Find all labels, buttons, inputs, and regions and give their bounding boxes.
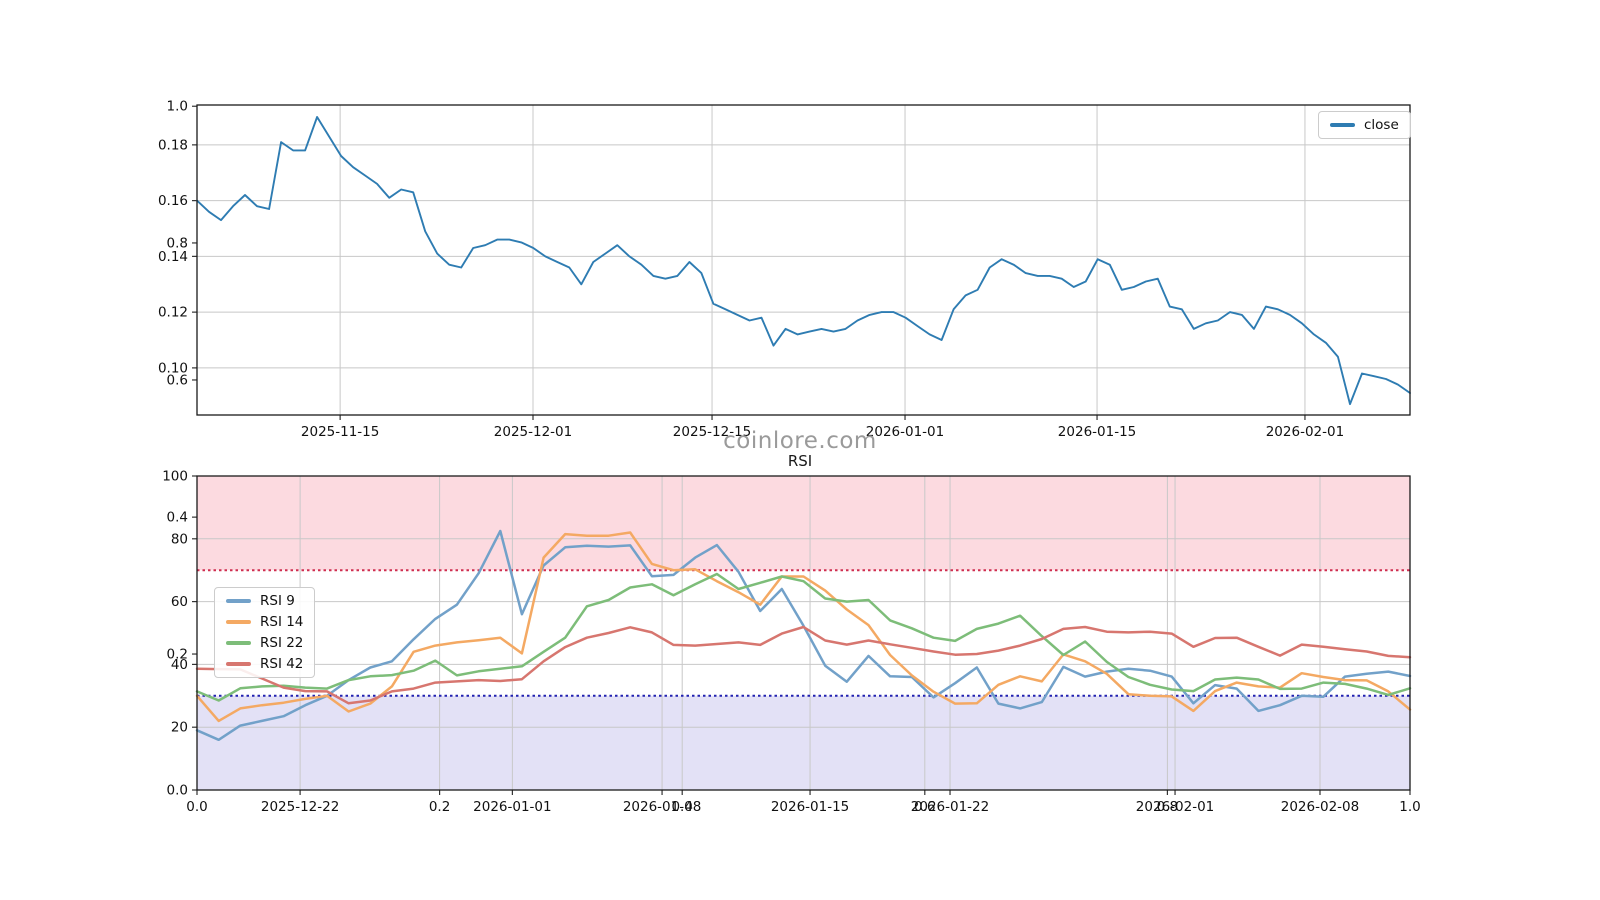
x-tick-label: 2025-12-01	[494, 424, 572, 440]
y-tick-secondary-label: 0.6	[167, 372, 188, 388]
x-tick-secondary-label: 0.8	[1157, 799, 1178, 815]
legend-label: RSI 42	[260, 656, 304, 672]
y-tick-secondary-label: 1.0	[167, 99, 188, 115]
legend-item: RSI 22	[226, 635, 303, 651]
x-tick-label: 2025-12-22	[261, 799, 339, 815]
legend-item: RSI 42	[226, 656, 303, 672]
legend-swatch	[226, 620, 251, 624]
y-tick-label: 0.16	[158, 193, 188, 209]
band-overbought	[197, 476, 1410, 571]
x-tick-label: 2026-01-22	[911, 799, 989, 815]
axes-border	[196, 104, 1411, 416]
y-tick-label: 60	[171, 594, 188, 610]
legend-label: RSI 14	[260, 614, 304, 630]
x-tick-label: 2026-02-01	[1136, 799, 1214, 815]
x-tick-label: 2025-11-15	[301, 424, 379, 440]
y-tick-label: 0.12	[158, 305, 188, 321]
x-tick-secondary-label: 0.2	[429, 799, 450, 815]
y-tick-label: 0.14	[158, 249, 188, 265]
y-tick-secondary-label: 0.4	[167, 510, 188, 526]
y-tick-label: 100	[162, 469, 188, 485]
legend-item: RSI 14	[226, 614, 303, 630]
band-oversold	[197, 695, 1410, 790]
x-tick-label: 2025-12-15	[673, 424, 751, 440]
y-tick-label: 40	[171, 657, 188, 673]
legend-label: RSI 9	[260, 593, 295, 609]
y-tick-label: 20	[171, 720, 188, 736]
legend-label: RSI 22	[260, 635, 304, 651]
x-tick-secondary-label: 0.4	[671, 799, 692, 815]
series-rsi-22	[195, 572, 1412, 702]
x-tick-secondary-label: 0.0	[186, 799, 207, 815]
legend-label: close	[1364, 117, 1399, 133]
series-close	[196, 116, 1411, 406]
legend-item: RSI 9	[226, 593, 303, 609]
legend-swatch	[1330, 123, 1355, 127]
rsi-panel-title: RSI	[787, 452, 813, 470]
x-tick-label: 2026-01-15	[771, 799, 849, 815]
x-tick-label: 2026-02-08	[1281, 799, 1359, 815]
legend-rsi: RSI 9 RSI 14 RSI 22 RSI 42	[214, 587, 316, 678]
legend-item: close	[1330, 117, 1399, 133]
x-tick-label: 2026-01-08	[623, 799, 701, 815]
legend-swatch	[226, 662, 251, 666]
x-tick-secondary-label: 1.0	[1399, 799, 1420, 815]
legend-swatch	[226, 641, 251, 645]
y-tick-label: 0.10	[158, 360, 188, 376]
legend-swatch	[226, 599, 251, 603]
y-tick-label: 0.18	[158, 137, 188, 153]
watermark: coinlore.com	[723, 428, 877, 454]
y-tick-secondary-label: 0.2	[167, 647, 188, 663]
x-tick-label: 2026-01-01	[473, 799, 551, 815]
legend-price: close	[1318, 111, 1411, 139]
y-tick-secondary-label: 0.8	[167, 235, 188, 251]
x-tick-label: 2026-01-15	[1058, 424, 1136, 440]
x-tick-label: 2026-02-01	[1266, 424, 1344, 440]
y-tick-label: 80	[171, 531, 188, 547]
x-tick-label: 2026-01-01	[866, 424, 944, 440]
series-rsi-42	[195, 625, 1412, 705]
axes-border	[196, 475, 1411, 791]
y-tick-label: 0.0	[167, 783, 188, 799]
x-tick-secondary-label: 0.6	[914, 799, 935, 815]
